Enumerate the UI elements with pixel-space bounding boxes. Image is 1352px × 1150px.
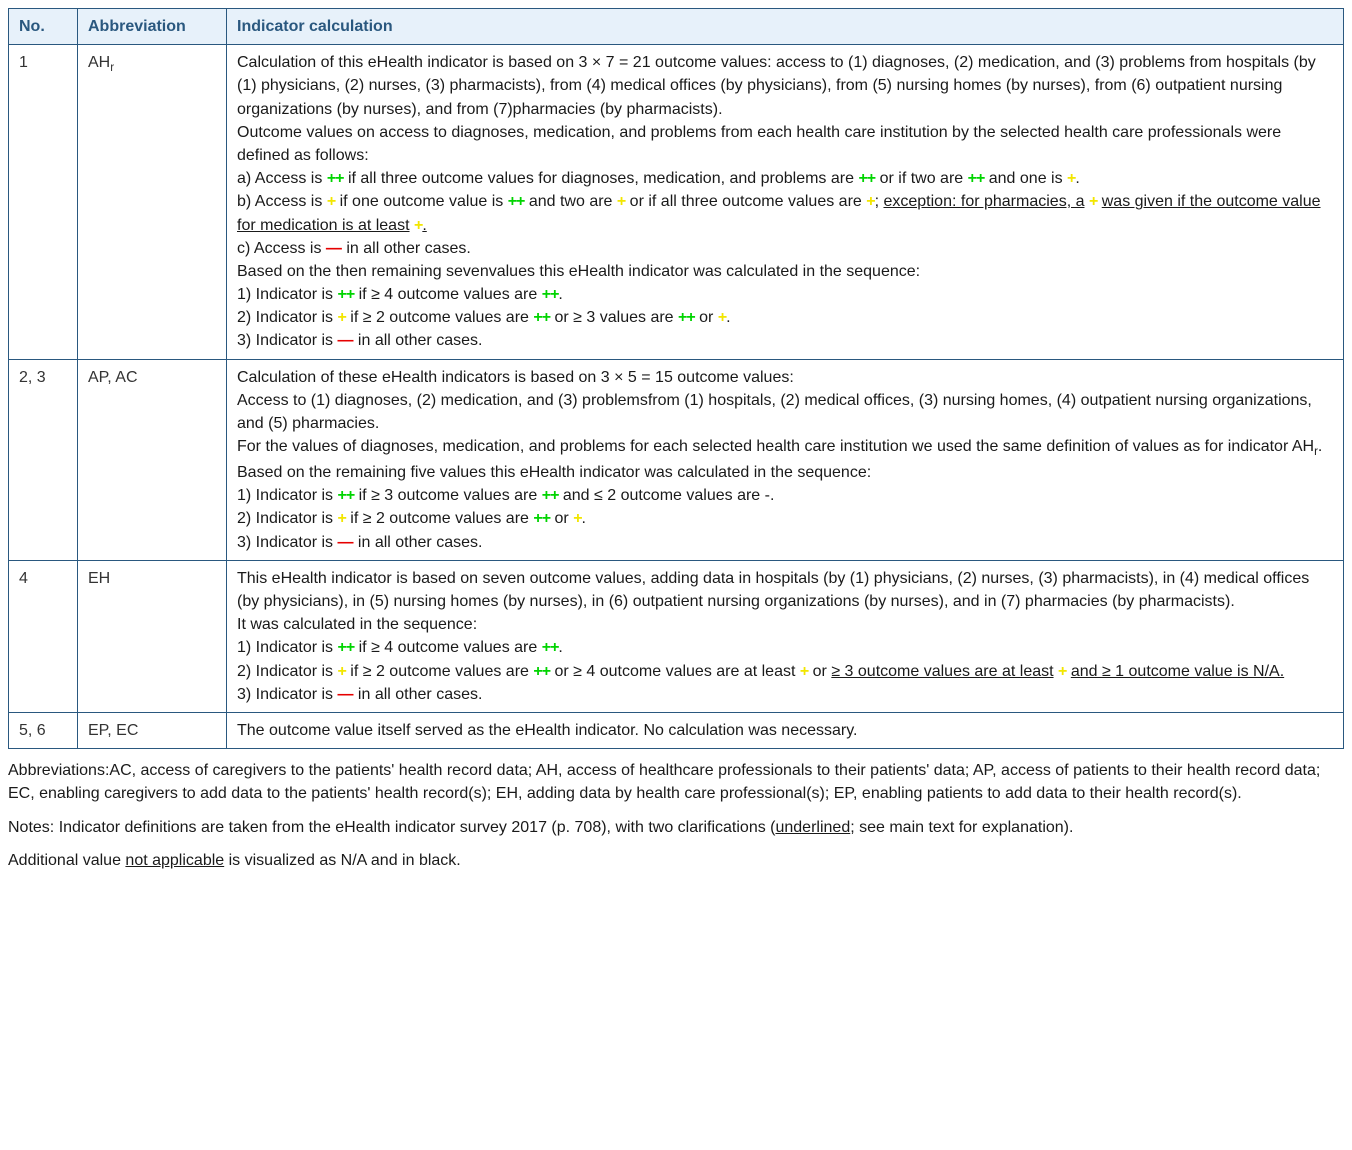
footnote-abbreviations: Abbreviations:AC, access of caregivers t… (8, 759, 1344, 805)
table-row: 1 AHr Calculation of this eHealth indica… (9, 45, 1344, 359)
footnote-notes: Notes: Indicator definitions are taken f… (8, 816, 1344, 839)
table-row: 4 EH This eHealth indicator is based on … (9, 560, 1344, 712)
table-row: 2, 3 AP, AC Calculation of these eHealth… (9, 359, 1344, 560)
cell-abbr: AHr (78, 45, 227, 359)
footnote-additional: Additional value not applicable is visua… (8, 849, 1344, 872)
table-header-row: No. Abbreviation Indicator calculation (9, 9, 1344, 45)
cell-calc: Calculation of this eHealth indicator is… (227, 45, 1344, 359)
cell-no: 5, 6 (9, 712, 78, 748)
cell-abbr: EH (78, 560, 227, 712)
cell-no: 1 (9, 45, 78, 359)
indicator-table: No. Abbreviation Indicator calculation 1… (8, 8, 1344, 749)
col-no: No. (9, 9, 78, 45)
cell-abbr: EP, EC (78, 712, 227, 748)
cell-no: 2, 3 (9, 359, 78, 560)
table-row: 5, 6 EP, EC The outcome value itself ser… (9, 712, 1344, 748)
col-abbr: Abbreviation (78, 9, 227, 45)
cell-abbr: AP, AC (78, 359, 227, 560)
cell-no: 4 (9, 560, 78, 712)
cell-calc: The outcome value itself served as the e… (227, 712, 1344, 748)
page-root: No. Abbreviation Indicator calculation 1… (8, 8, 1344, 872)
cell-calc: This eHealth indicator is based on seven… (227, 560, 1344, 712)
cell-calc: Calculation of these eHealth indicators … (227, 359, 1344, 560)
col-calc: Indicator calculation (227, 9, 1344, 45)
